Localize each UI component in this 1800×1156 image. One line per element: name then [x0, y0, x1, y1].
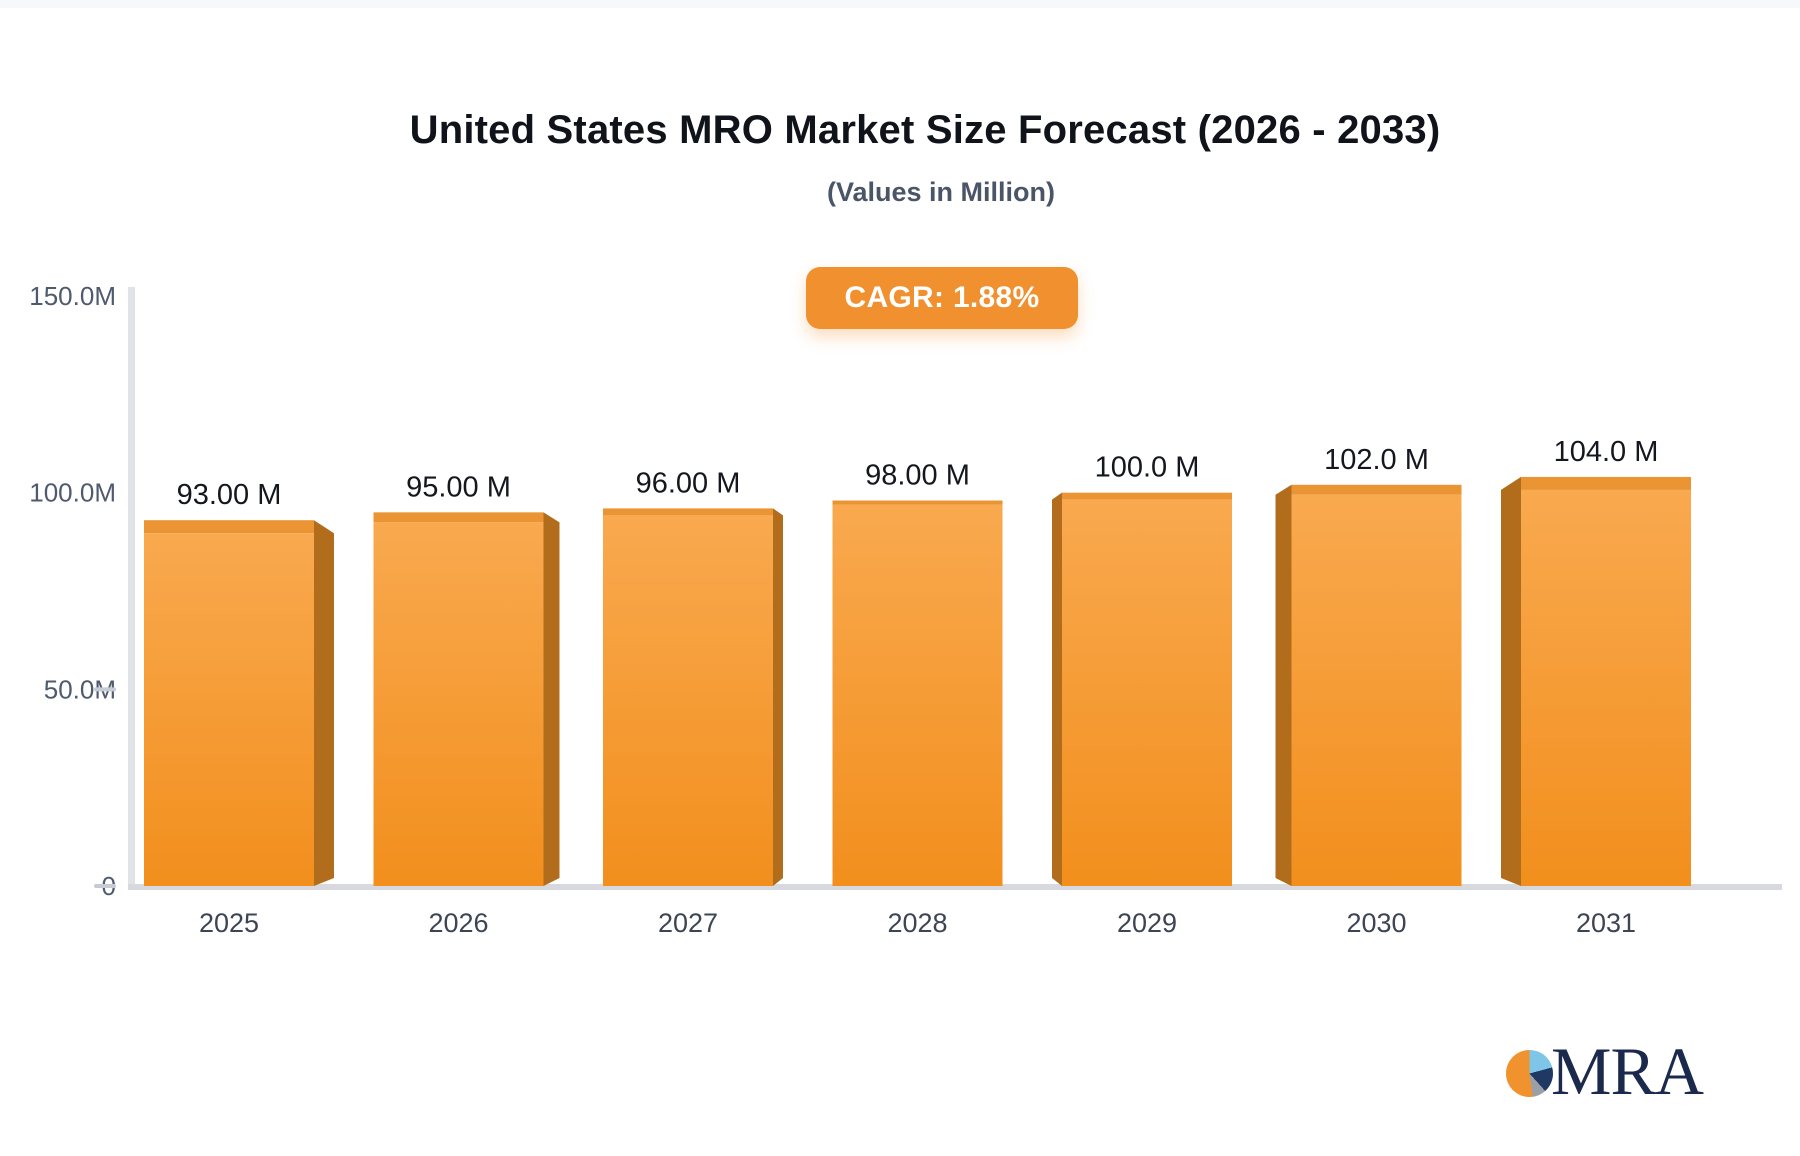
bar-side-face	[543, 512, 560, 886]
bar-2031: 104.0 M 2031	[1501, 436, 1691, 938]
y-tick-label: 150.0M	[29, 281, 116, 311]
y-axis-line	[128, 287, 135, 890]
x-axis-line	[128, 884, 1782, 890]
y-tick-label: 100.0M	[29, 478, 116, 508]
logo-pie-icon	[1506, 1049, 1553, 1097]
bar-side-face	[1275, 484, 1292, 886]
bar-front-face	[1062, 499, 1232, 886]
x-category-label: 2029	[1117, 908, 1177, 938]
bar-value-label: 93.00 M	[177, 479, 282, 511]
bar-value-label: 102.0 M	[1324, 444, 1429, 476]
bar-2025: 93.00 M 2025	[144, 479, 334, 938]
bar-value-label: 96.00 M	[636, 467, 741, 499]
bar-value-label: 104.0 M	[1554, 436, 1659, 468]
x-category-label: 2026	[428, 908, 488, 938]
bar-value-label: 98.00 M	[865, 460, 970, 492]
x-category-label: 2025	[199, 908, 259, 938]
bar-front-face	[373, 522, 544, 886]
bar-top-face	[144, 520, 314, 534]
logo-text: MRA	[1551, 1033, 1704, 1109]
bar-front-face	[1521, 489, 1691, 886]
bar-side-face	[1052, 492, 1062, 886]
bar-2030: 102.0 M 2030	[1275, 444, 1462, 938]
bar-2028: 98.00 M 2028	[832, 460, 1003, 938]
bar-top-face	[1521, 476, 1691, 490]
bar-2027: 96.00 M 2027	[603, 467, 783, 938]
bar-side-face	[1501, 476, 1521, 886]
bar-2026: 95.00 M 2026	[373, 471, 560, 938]
chart-subtitle: (Values in Million)	[826, 177, 1056, 207]
x-category-label: 2030	[1346, 908, 1406, 938]
bar-top-face	[373, 512, 544, 523]
bar-top-face	[1062, 492, 1232, 500]
bar-top-face	[603, 508, 773, 516]
x-category-label: 2027	[658, 908, 718, 938]
bar-2029: 100.0 M 2029	[1052, 452, 1232, 938]
x-category-label: 2028	[887, 908, 947, 938]
bar-top-face	[832, 500, 1003, 505]
chart-title: United States MRO Market Size Forecast (…	[409, 108, 1441, 152]
y-tick-mark	[94, 687, 116, 692]
bar-value-label: 95.00 M	[406, 471, 511, 503]
cagr-badge-label: CAGR: 1.88%	[844, 281, 1040, 314]
y-tick-mark	[94, 884, 116, 888]
bar-side-face	[314, 520, 334, 886]
bar-front-face	[832, 504, 1003, 886]
bar-side-face	[773, 508, 783, 886]
x-category-label: 2031	[1576, 908, 1636, 938]
bar-front-face	[1291, 494, 1462, 886]
cagr-badge: CAGR: 1.88%	[806, 267, 1078, 329]
company-logo: MRA	[1506, 1033, 1704, 1109]
bar-value-label: 100.0 M	[1095, 452, 1200, 484]
bar-front-face	[603, 515, 773, 886]
bar-top-face	[1291, 484, 1462, 495]
top-border	[0, 0, 1800, 8]
bar-front-face	[144, 533, 314, 886]
